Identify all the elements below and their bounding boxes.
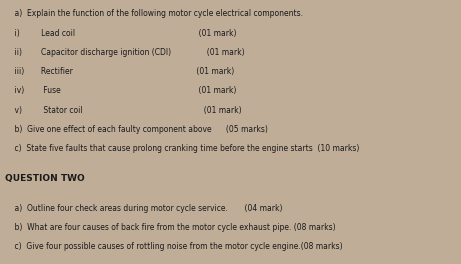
Text: v)         Stator coil                                                   (01 mar: v) Stator coil (01 mar — [5, 106, 241, 115]
Text: b)  Give one effect of each faulty component above      (05 marks): b) Give one effect of each faulty compon… — [5, 125, 267, 134]
Text: i)         Lead coil                                                    (01 mark: i) Lead coil (01 mark — [5, 29, 236, 37]
Text: a)  Explain the function of the following motor cycle electrical components.: a) Explain the function of the following… — [5, 9, 302, 18]
Text: QUESTION TWO: QUESTION TWO — [5, 174, 84, 183]
Text: iii)       Rectifier                                                    (01 mark: iii) Rectifier (01 mark — [5, 67, 234, 76]
Text: iv)        Fuse                                                          (01 mar: iv) Fuse (01 mar — [5, 86, 236, 95]
Text: a)  Outline four check areas during motor cycle service.       (04 mark): a) Outline four check areas during motor… — [5, 204, 282, 213]
Text: ii)        Capacitor discharge ignition (CDI)               (01 mark): ii) Capacitor discharge ignition (CDI) (… — [5, 48, 244, 57]
Text: c)  Give four possible causes of rottling noise from the motor cycle engine.(08 : c) Give four possible causes of rottling… — [5, 242, 342, 251]
Text: c)  State five faults that cause prolong cranking time before the engine starts : c) State five faults that cause prolong … — [5, 144, 359, 153]
Text: b)  What are four causes of back fire from the motor cycle exhaust pipe. (08 mar: b) What are four causes of back fire fro… — [5, 223, 335, 232]
